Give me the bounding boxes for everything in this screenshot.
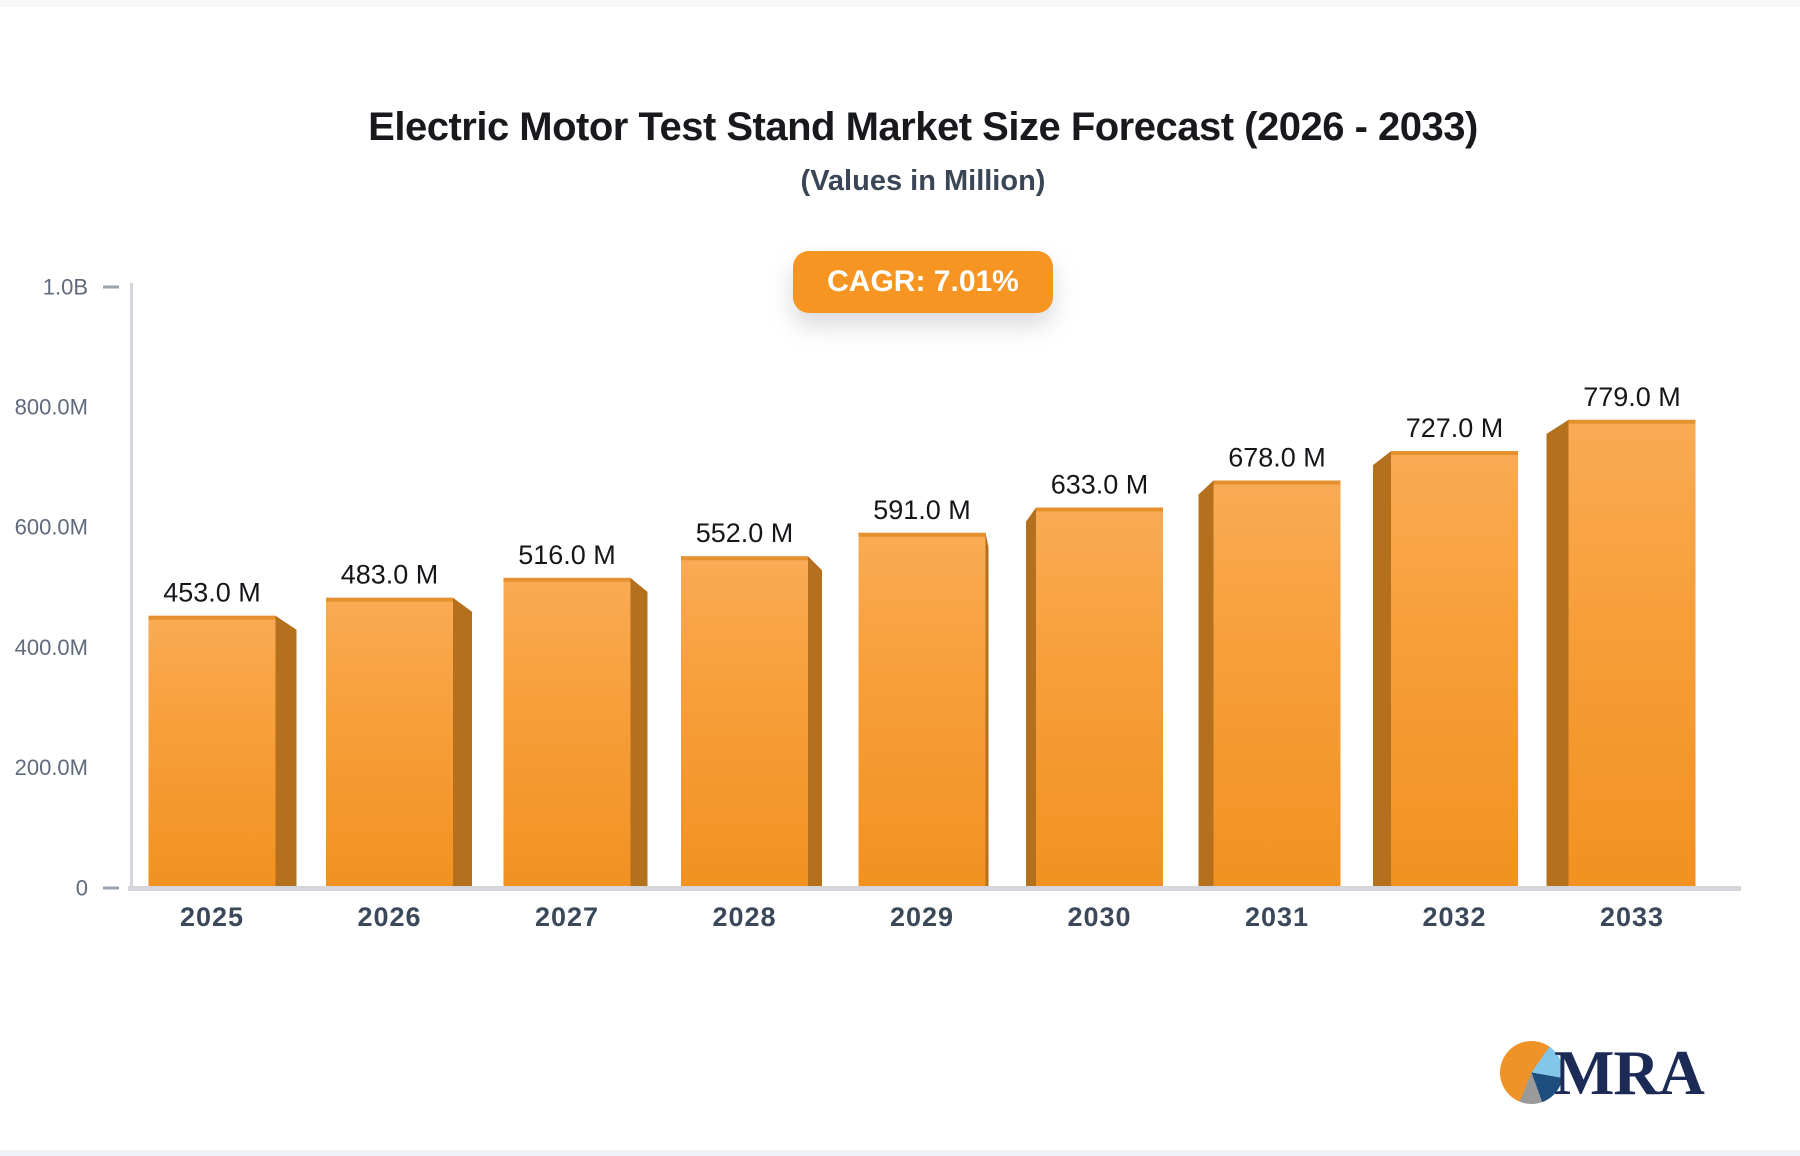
bar-side-face: [1198, 480, 1214, 888]
y-tick-label: 1.0B: [43, 274, 88, 299]
bar-front-face: [148, 615, 276, 888]
bar-front-face: [503, 577, 631, 888]
bar-value-label: 591.0 M: [873, 495, 971, 525]
x-tick-label: 2031: [1245, 902, 1309, 932]
bar-top-edge: [148, 615, 276, 620]
bar-group: 779.0 M 2033: [1546, 382, 1696, 932]
y-tick-label: 600.0M: [15, 515, 88, 540]
x-tick-label: 2032: [1422, 902, 1486, 932]
bar-value-label: 552.0 M: [696, 518, 794, 548]
bar-front-face: [858, 532, 986, 888]
y-tick-dash: [103, 285, 119, 289]
bar-top-edge: [858, 532, 986, 537]
chart-subtitle: (Values in Million): [800, 165, 1046, 197]
x-tick-label: 2028: [712, 902, 776, 932]
bar-side-face: [630, 577, 648, 888]
x-tick-label: 2029: [890, 902, 954, 932]
y-tick-label: 200.0M: [15, 755, 88, 780]
x-tick-label: 2027: [535, 902, 599, 932]
bar-group: 633.0 M 2030: [1026, 470, 1163, 932]
bar-side-face: [1546, 419, 1569, 888]
top-edge-strip: [0, 0, 1800, 6]
bar-top-edge: [1568, 419, 1696, 424]
bar-value-label: 727.0 M: [1406, 413, 1504, 443]
bar-side-face: [985, 532, 989, 888]
bar-group: 483.0 M 2026: [326, 560, 472, 932]
bar-group: 453.0 M 2025: [148, 578, 297, 932]
bar-front-face: [1391, 451, 1518, 888]
bar-group: 591.0 M 2029: [858, 495, 989, 932]
bar-top-edge: [503, 577, 631, 582]
bar-value-label: 779.0 M: [1583, 382, 1681, 412]
bar-group: 678.0 M 2031: [1198, 443, 1341, 932]
bar-front-face: [1213, 480, 1341, 888]
bar-front-face: [681, 556, 808, 888]
bar-side-face: [453, 597, 472, 888]
bar-value-label: 483.0 M: [341, 560, 439, 590]
y-tick-label: 0: [76, 875, 88, 900]
pie-chart-logo-icon: [1500, 1041, 1563, 1104]
x-tick-label: 2030: [1067, 902, 1131, 932]
x-tick-label: 2025: [180, 902, 244, 932]
y-tick-label: 400.0M: [15, 635, 88, 660]
y-axis-line: [130, 283, 133, 888]
bar-group: 516.0 M 2027: [503, 540, 648, 932]
y-tick-dash: [103, 886, 119, 890]
bar-top-edge: [1391, 451, 1518, 456]
bar-top-edge: [1036, 507, 1163, 512]
bar-front-face: [326, 597, 453, 888]
bar-side-face: [1373, 451, 1391, 888]
bottom-edge-strip: [0, 1150, 1800, 1156]
x-tick-label: 2033: [1600, 902, 1664, 932]
x-axis-line: [128, 886, 1741, 891]
bar-value-label: 516.0 M: [518, 540, 616, 570]
bar-front-face: [1568, 419, 1696, 888]
bar-side-face: [275, 615, 297, 888]
chart-header: Electric Motor Test Stand Market Size Fo…: [46, 103, 1800, 313]
bar-side-face: [808, 556, 822, 888]
page-title: Electric Motor Test Stand Market Size Fo…: [368, 105, 1478, 149]
bar-top-edge: [681, 556, 808, 561]
cagr-badge: CAGR: 7.01%: [793, 251, 1053, 313]
bar-top-edge: [326, 597, 453, 602]
bar-value-label: 678.0 M: [1228, 443, 1326, 473]
bar-group: 727.0 M 2032: [1373, 413, 1518, 932]
bar-front-face: [1036, 507, 1163, 888]
logo-text: MRA: [1554, 1037, 1705, 1108]
bar-value-label: 453.0 M: [163, 578, 261, 608]
x-tick-label: 2026: [357, 902, 421, 932]
bar-value-label: 633.0 M: [1051, 470, 1149, 500]
y-tick-label: 800.0M: [15, 394, 88, 419]
bar-side-face: [1026, 507, 1036, 888]
brand-logo: MRA: [1500, 1037, 1705, 1108]
bar-top-edge: [1213, 480, 1341, 485]
bar-group: 552.0 M 2028: [681, 518, 822, 932]
